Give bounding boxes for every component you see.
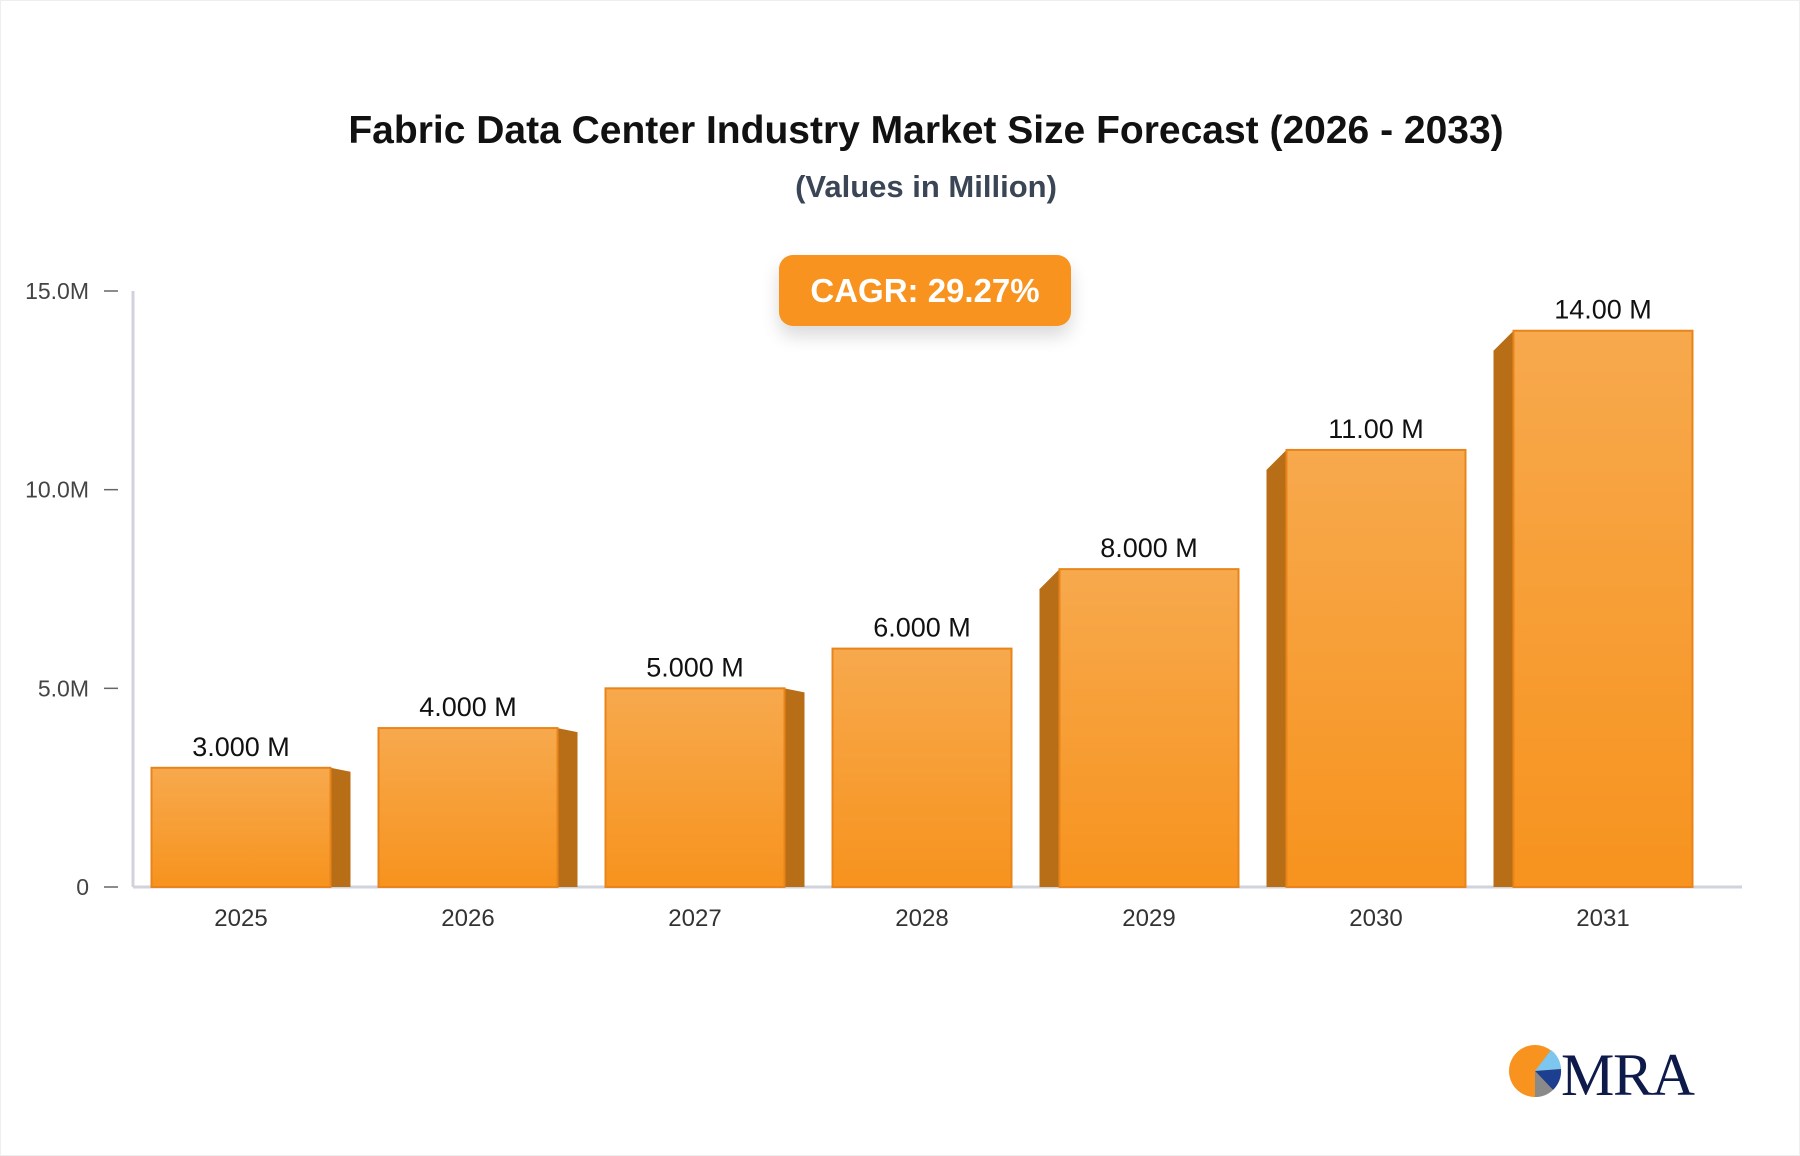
bar [1058,568,1240,889]
bar [150,766,332,888]
bar [377,727,559,888]
x-tick-label: 2028 [895,905,948,932]
bar [831,647,1013,888]
bar [1512,329,1694,888]
bar-value-label: 5.000 M [646,652,744,682]
x-tick-label: 2030 [1349,905,1402,932]
bar-side [1039,569,1060,887]
bar-side [784,688,805,887]
bar-value-label: 8.000 M [1100,533,1198,563]
y-tick-label: 0 [76,874,89,900]
mra-logo: MRA [1509,1042,1695,1101]
x-tick-label: 2025 [214,905,267,932]
y-tick-label: 5.0M [38,675,89,701]
bar-side [1493,330,1514,887]
bar-value-label: 3.000 M [192,732,290,762]
chart-subtitle: (Values in Million) [795,169,1057,204]
bar-value-label: 4.000 M [419,692,517,722]
x-tick-label: 2031 [1576,905,1629,932]
y-tick-label: 15.0M [25,278,89,304]
bar [1285,448,1467,888]
bar-value-label: 14.00 M [1554,295,1652,325]
bar-side [557,728,578,887]
bar-side [330,767,351,887]
x-tick-label: 2027 [668,905,721,932]
bar-value-label: 11.00 M [1328,414,1424,444]
logo-text: MRA [1561,1042,1695,1101]
cagr-badge: CAGR: 29.27% [779,255,1071,326]
bar [604,687,786,888]
bar-side [1266,449,1287,887]
bar-value-label: 6.000 M [873,613,971,643]
y-tick-label: 10.0M [25,477,89,503]
x-tick-label: 2026 [441,905,494,932]
chart-title: Fabric Data Center Industry Market Size … [348,109,1504,152]
x-tick-label: 2029 [1122,905,1175,932]
